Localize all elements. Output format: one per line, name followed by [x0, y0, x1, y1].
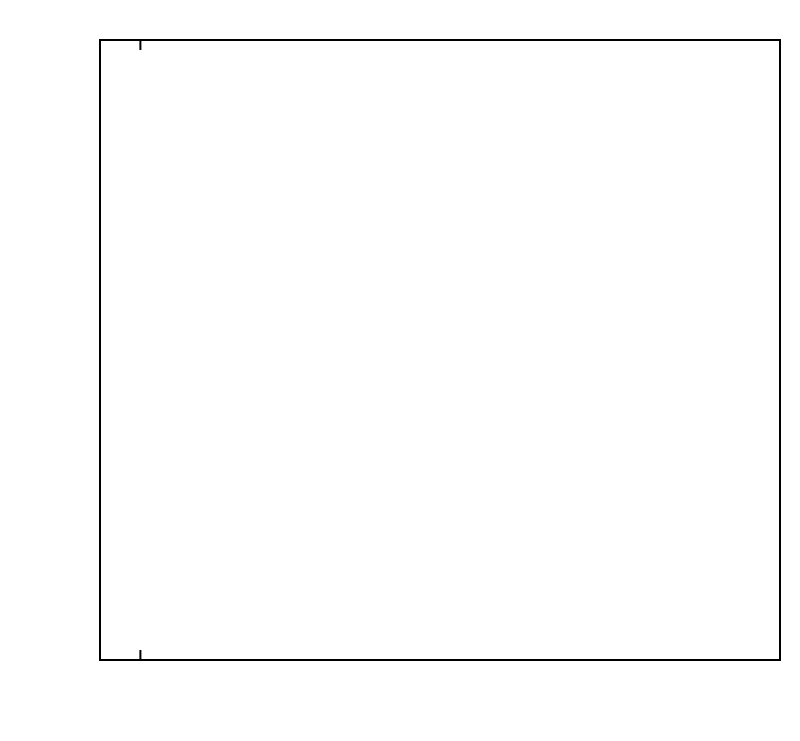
- figure-canvas: [0, 0, 800, 741]
- main-plot-area: [100, 40, 780, 660]
